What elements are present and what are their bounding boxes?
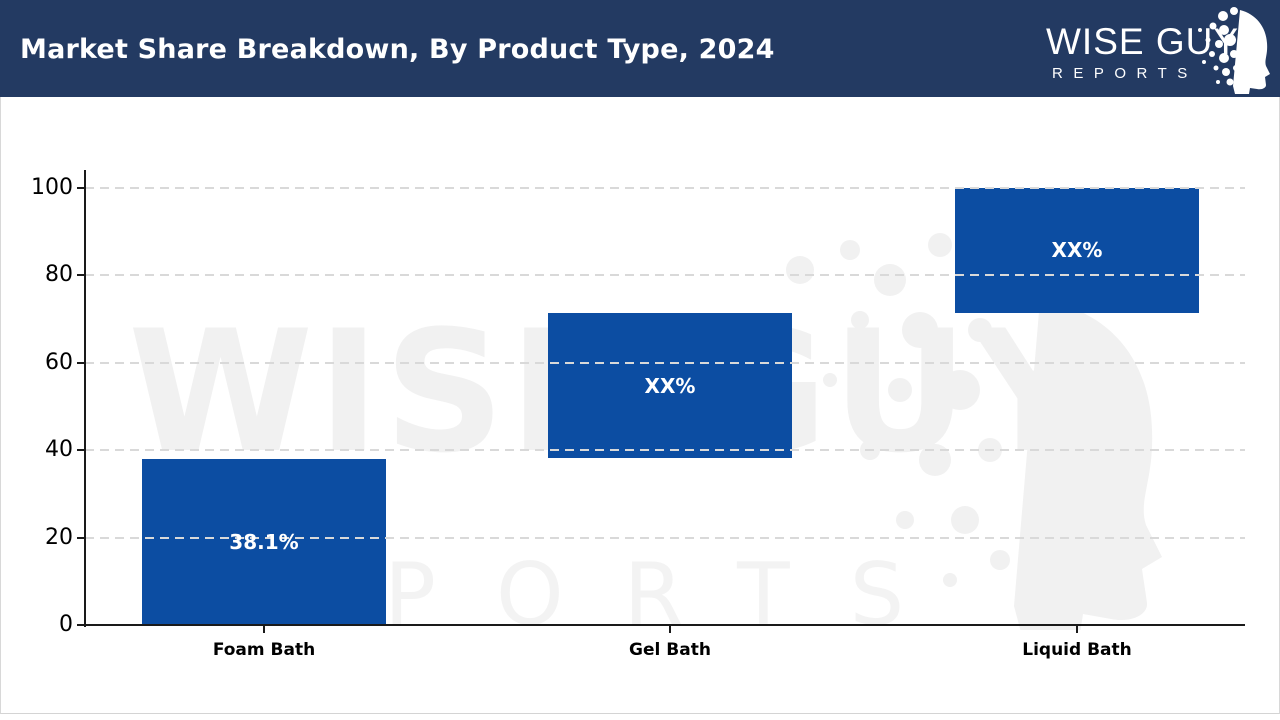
logo-subtext: REPORTS: [1052, 65, 1198, 82]
y-tick-100: [77, 187, 84, 189]
bar-label: 38.1%: [229, 529, 299, 554]
x-tick-label-gel-bath: Gel Bath: [629, 640, 711, 660]
x-tick: [1076, 626, 1078, 633]
y-tick-label: 100: [31, 175, 73, 200]
gridline-20: [85, 536, 1245, 539]
watermark-face-dots-icon: [786, 233, 1162, 630]
gridline-40: [85, 449, 1245, 452]
y-tick-40: [77, 449, 84, 452]
x-axis-line: [85, 624, 1245, 626]
y-tick-label: 20: [45, 524, 73, 550]
y-tick-label: 60: [45, 349, 73, 375]
bar-foam-bath: [142, 458, 386, 625]
bar-label: XX%: [1051, 238, 1103, 263]
y-tick-label: 0: [59, 612, 73, 637]
wiseguy-logo: WISE GUY REPORTS: [1046, 7, 1270, 94]
x-tick: [263, 626, 265, 633]
y-tick-20: [77, 536, 84, 539]
x-tick-label-foam-bath: Foam Bath: [212, 640, 316, 660]
y-tick-0: [77, 624, 84, 626]
y-tick-80: [77, 274, 84, 277]
x-tick: [669, 626, 671, 633]
y-tick-label: 80: [45, 262, 73, 288]
x-tick-label-liquid-bath: Liquid Bath: [1022, 640, 1132, 660]
y-tick-label: 40: [45, 437, 73, 463]
page-title: Market Share Breakdown, By Product Type,…: [20, 34, 775, 65]
gridline-100: [85, 187, 1245, 189]
gridline-60: [85, 361, 1245, 364]
y-tick-60: [77, 361, 84, 364]
logo-face-icon: [1198, 7, 1270, 94]
bar-gel-bath: [548, 312, 792, 459]
header-bar: Market Share Breakdown, By Product Type,…: [0, 0, 1280, 97]
bar-liquid-bath: [955, 188, 1199, 313]
gridline-80: [85, 274, 1245, 277]
bar-label: XX%: [644, 373, 696, 398]
y-axis-line: [84, 170, 86, 627]
